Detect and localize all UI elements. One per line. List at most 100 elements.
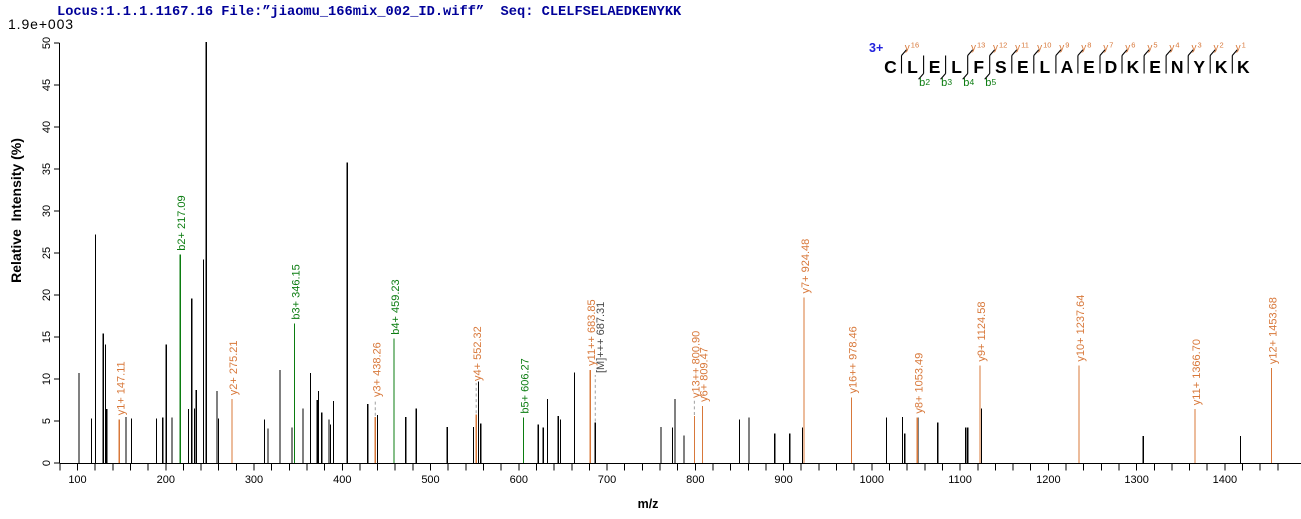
svg-text:C: C [884, 57, 897, 77]
svg-text:1.9e+003: 1.9e+003 [8, 16, 74, 32]
svg-text:800: 800 [686, 474, 704, 486]
svg-text:E: E [1083, 57, 1095, 77]
svg-text:m/z: m/z [638, 497, 659, 511]
svg-text:y8+ 1053.49: y8+ 1053.49 [913, 353, 925, 414]
svg-text:1: 1 [1242, 41, 1246, 50]
svg-text:50: 50 [41, 37, 53, 49]
svg-text:3+: 3+ [869, 41, 883, 55]
svg-text:4: 4 [970, 77, 975, 87]
svg-text:y: y [1081, 43, 1086, 54]
svg-text:b: b [963, 77, 969, 89]
svg-text:13: 13 [977, 41, 985, 50]
svg-text:b3+ 346.15: b3+ 346.15 [290, 264, 302, 319]
svg-text:6: 6 [1131, 41, 1135, 50]
svg-text:11: 11 [1021, 41, 1029, 50]
svg-text:K: K [1215, 57, 1228, 77]
svg-text:y1+ 147.11: y1+ 147.11 [115, 361, 127, 415]
svg-text:30: 30 [41, 205, 53, 217]
svg-text:y12+ 1453.68: y12+ 1453.68 [1268, 297, 1280, 364]
svg-text:y: y [1147, 43, 1152, 54]
svg-text:900: 900 [774, 474, 792, 486]
svg-text:b: b [985, 77, 991, 89]
svg-text:S: S [995, 57, 1007, 77]
svg-text:b: b [919, 77, 925, 89]
svg-text:y: y [1236, 43, 1241, 54]
svg-text:3: 3 [947, 77, 952, 87]
svg-text:500: 500 [421, 474, 439, 486]
svg-text:700: 700 [598, 474, 616, 486]
svg-text:600: 600 [510, 474, 528, 486]
svg-text:y6+ 809.47: y6+ 809.47 [699, 347, 711, 402]
svg-text:y: y [1015, 43, 1020, 54]
svg-text:y10+ 1237.64: y10+ 1237.64 [1075, 295, 1087, 362]
svg-text:5: 5 [41, 418, 53, 424]
svg-text:0: 0 [41, 460, 53, 466]
svg-text:10: 10 [41, 373, 53, 385]
svg-text:25: 25 [41, 247, 53, 259]
svg-text:F: F [973, 57, 984, 77]
svg-text:b4+ 459.23: b4+ 459.23 [390, 279, 402, 334]
svg-text:5: 5 [1153, 41, 1157, 50]
svg-text:E: E [1017, 57, 1029, 77]
svg-text:y: y [1125, 43, 1130, 54]
svg-text:b: b [941, 77, 947, 89]
svg-text:1200: 1200 [1036, 474, 1060, 486]
svg-text:y11+ 1366.70: y11+ 1366.70 [1191, 339, 1203, 405]
svg-text:y3+ 438.26: y3+ 438.26 [371, 342, 383, 397]
svg-text:1000: 1000 [860, 474, 884, 486]
svg-text:E: E [929, 57, 941, 77]
svg-text:y: y [1169, 43, 1174, 54]
svg-text:y9+ 1124.58: y9+ 1124.58 [976, 302, 988, 362]
svg-text:15: 15 [41, 331, 53, 343]
svg-text:Relative Intensity (%): Relative Intensity (%) [8, 138, 24, 283]
svg-text:35: 35 [41, 163, 53, 175]
svg-text:300: 300 [245, 474, 263, 486]
svg-text:y11++ 683.85: y11++ 683.85 [586, 299, 598, 365]
svg-text:y: y [1059, 43, 1064, 54]
svg-text:10: 10 [1043, 41, 1051, 50]
svg-text:y7+ 924.48: y7+ 924.48 [800, 239, 812, 294]
svg-text:K: K [1237, 57, 1250, 77]
svg-text:9: 9 [1065, 41, 1069, 50]
svg-text:200: 200 [157, 474, 175, 486]
svg-text:7: 7 [1109, 41, 1113, 50]
svg-text:20: 20 [41, 289, 53, 301]
svg-text:N: N [1171, 57, 1184, 77]
svg-text:A: A [1061, 57, 1074, 77]
svg-text:16: 16 [911, 41, 919, 50]
svg-text:b2+ 217.09: b2+ 217.09 [176, 195, 188, 250]
svg-text:L: L [951, 57, 962, 77]
svg-text:100: 100 [68, 474, 86, 486]
svg-text:K: K [1127, 57, 1140, 77]
svg-text:45: 45 [41, 79, 53, 91]
svg-text:2: 2 [925, 77, 930, 87]
svg-text:y13++ 800.90: y13++ 800.90 [690, 331, 702, 398]
svg-text:Locus:1.1.1.1167.16 File:”jiao: Locus:1.1.1.1167.16 File:”jiaomu_166mix_… [57, 5, 682, 20]
svg-text:1400: 1400 [1213, 474, 1237, 486]
svg-text:D: D [1105, 57, 1118, 77]
svg-text:y: y [993, 43, 998, 54]
svg-text:1300: 1300 [1124, 474, 1148, 486]
svg-text:L: L [1039, 57, 1050, 77]
svg-text:y: y [1037, 43, 1042, 54]
svg-text:y2+ 275.21: y2+ 275.21 [228, 340, 240, 395]
svg-text:5: 5 [992, 77, 997, 87]
svg-text:b5+ 606.27: b5+ 606.27 [520, 358, 532, 413]
svg-text:y: y [905, 43, 910, 54]
svg-text:L: L [907, 57, 918, 77]
svg-text:y: y [1103, 43, 1108, 54]
svg-text:8: 8 [1087, 41, 1091, 50]
svg-text:4: 4 [1175, 41, 1179, 50]
svg-text:12: 12 [999, 41, 1007, 50]
svg-text:1100: 1100 [948, 474, 972, 486]
svg-text:y16++ 978.46: y16++ 978.46 [848, 326, 860, 393]
svg-text:y4+ 552.32: y4+ 552.32 [472, 326, 484, 381]
svg-text:y: y [1192, 43, 1197, 54]
svg-text:40: 40 [41, 121, 53, 133]
svg-text:y: y [1214, 43, 1219, 54]
svg-text:3: 3 [1198, 41, 1202, 50]
svg-text:y: y [971, 43, 976, 54]
svg-text:Y: Y [1193, 57, 1205, 77]
svg-text:E: E [1149, 57, 1161, 77]
svg-text:2: 2 [1220, 41, 1224, 50]
